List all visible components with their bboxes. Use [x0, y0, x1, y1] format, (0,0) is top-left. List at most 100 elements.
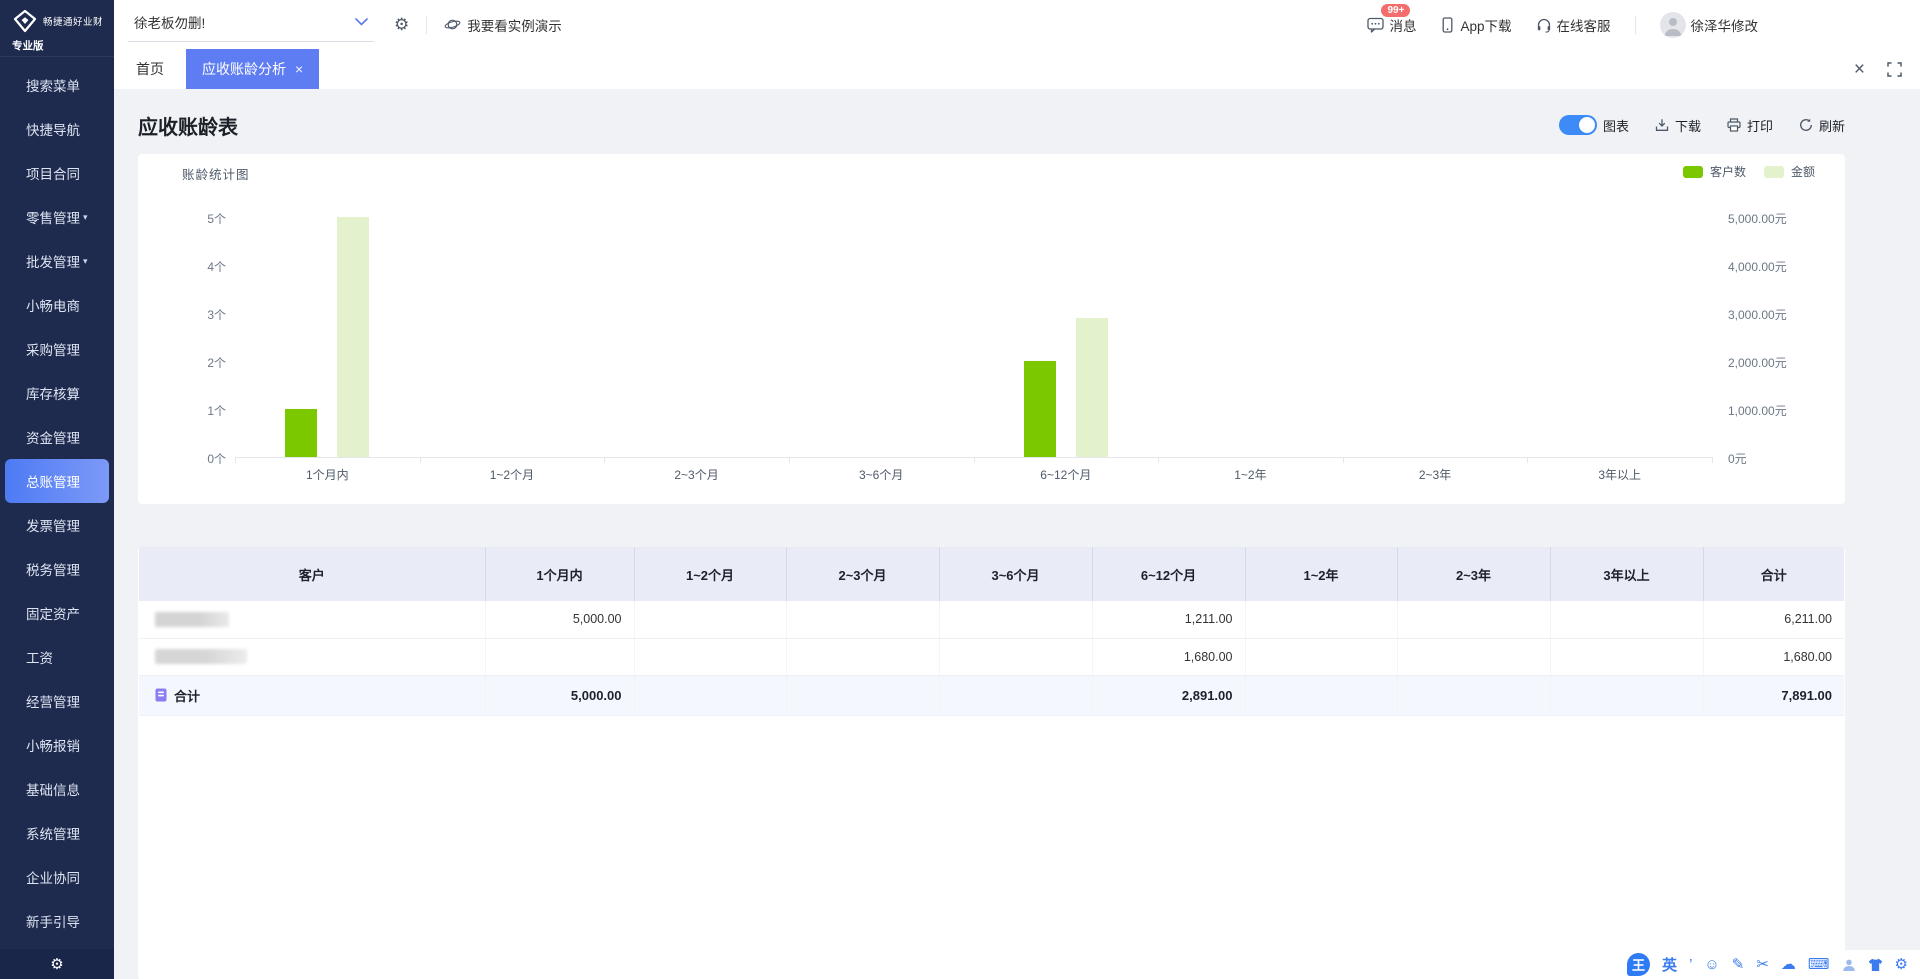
- emoji-icon[interactable]: ☺: [1704, 956, 1720, 973]
- sidebar-item-工资[interactable]: 工资: [0, 635, 114, 679]
- sidebar-item-label: 系统管理: [26, 827, 80, 842]
- sidebar-item-项目合同[interactable]: 项目合同: [0, 151, 114, 195]
- bar-金额-6~12个月[interactable]: [1075, 318, 1108, 457]
- sidebar-item-批发管理[interactable]: 批发管理 ▾: [0, 239, 114, 283]
- chevron-down-icon: ▾: [83, 255, 88, 266]
- download-icon: [1655, 118, 1669, 132]
- keyboard-icon[interactable]: ⌨: [1807, 956, 1830, 973]
- sidebar-item-税务管理[interactable]: 税务管理: [0, 547, 114, 591]
- y-axis-left-tick: 5个: [207, 212, 226, 226]
- online-support-button[interactable]: 在线客服: [1536, 15, 1611, 35]
- bar-金额-1个月内[interactable]: [337, 217, 370, 457]
- ime-settings-gear-icon[interactable]: ⚙: [1894, 956, 1908, 973]
- app-download-button[interactable]: App下载: [1440, 15, 1512, 35]
- topbar: 徐老板勿删! ⚙ 我要看实例演示 消息 99+: [114, 0, 1920, 49]
- total-amount-cell: [1245, 675, 1398, 716]
- amount-cell: [1550, 601, 1704, 639]
- summary-icon: [155, 688, 167, 702]
- user-menu[interactable]: 徐泽华修改: [1659, 11, 1758, 38]
- sidebar-item-label: 基础信息: [26, 783, 80, 798]
- person-icon[interactable]: [1842, 958, 1856, 972]
- amount-cell: [634, 601, 787, 639]
- sidebar-item-基础信息[interactable]: 基础信息: [0, 767, 114, 811]
- pencil-icon[interactable]: ✎: [1731, 956, 1745, 973]
- amount-cell: [1550, 638, 1704, 676]
- y-axis-right-tick: 3,000.00元: [1728, 308, 1787, 322]
- sidebar-item-发票管理[interactable]: 发票管理: [0, 503, 114, 547]
- print-button[interactable]: 打印: [1727, 116, 1773, 135]
- amount-cell: [485, 638, 635, 676]
- tab-首页[interactable]: 首页: [114, 49, 186, 89]
- punctuation-icon[interactable]: ’: [1689, 956, 1693, 973]
- sidebar-item-新手引导[interactable]: 新手引导: [0, 899, 114, 943]
- sidebar-item-企业协同[interactable]: 企业协同: [0, 855, 114, 899]
- bar-客户数-6~12个月[interactable]: [1023, 361, 1056, 457]
- gear-icon[interactable]: ⚙: [394, 15, 410, 34]
- brand-name: 畅捷通好业财: [43, 17, 104, 28]
- message-count-badge: 99+: [1381, 3, 1411, 17]
- tab-close-icon[interactable]: ×: [295, 61, 304, 77]
- cloud-icon[interactable]: ☁: [1780, 956, 1796, 973]
- legend-item-客户数[interactable]: 客户数: [1682, 163, 1746, 180]
- legend-item-金额[interactable]: 金额: [1763, 163, 1815, 180]
- sidebar-item-小畅报销[interactable]: 小畅报销: [0, 723, 114, 767]
- sidebar-item-资金管理[interactable]: 资金管理: [0, 415, 114, 459]
- total-amount-cell: [786, 675, 940, 716]
- scissors-icon[interactable]: ✂: [1756, 956, 1769, 973]
- settings-gear-icon[interactable]: ⚙: [50, 956, 64, 973]
- sidebar-item-label: 总账管理: [26, 475, 80, 490]
- tab-应收账龄分析[interactable]: 应收账龄分析 ×: [186, 49, 320, 89]
- amount-cell: [939, 638, 1093, 676]
- sidebar-item-系统管理[interactable]: 系统管理: [0, 811, 114, 855]
- total-amount-cell: 5,000.00: [485, 675, 635, 716]
- sidebar-item-label: 搜索菜单: [26, 79, 80, 94]
- messages-button[interactable]: 消息 99+: [1367, 3, 1416, 35]
- col-header-客户: 客户: [139, 547, 486, 601]
- sidebar-item-总账管理[interactable]: 总账管理: [5, 459, 109, 503]
- y-axis-right-tick: 0元: [1728, 452, 1747, 466]
- x-axis-tick: [604, 457, 606, 463]
- sidebar-item-固定资产[interactable]: 固定资产: [0, 591, 114, 635]
- sidebar-item-库存核算[interactable]: 库存核算: [0, 371, 114, 415]
- chart-card: 账龄统计图 客户数 金额 5个 4个 3个 2个 1个 0个 5,000.00元 4,000.0…: [138, 154, 1845, 504]
- x-axis-category: 3~6个月: [859, 468, 904, 482]
- content: 应收账龄表 图表 下载: [114, 89, 1920, 979]
- demo-link[interactable]: 我要看实例演示: [444, 15, 562, 35]
- sidebar-item-经营管理[interactable]: 经营管理: [0, 679, 114, 723]
- x-axis-category: 1~2个月: [489, 468, 535, 482]
- sidebar-item-label: 税务管理: [26, 563, 80, 578]
- sidebar-item-搜索菜单[interactable]: 搜索菜单: [0, 63, 114, 107]
- sidebar-item-label: 批发管理: [26, 255, 80, 270]
- ime-language-toggle[interactable]: 英: [1662, 957, 1678, 974]
- refresh-button[interactable]: 刷新: [1799, 116, 1845, 135]
- amount-cell: [1397, 601, 1551, 639]
- x-axis-tick: [788, 457, 790, 463]
- sidebar-item-小畅电商[interactable]: 小畅电商: [0, 283, 114, 327]
- fullscreen-icon[interactable]: [1887, 61, 1902, 77]
- legend-label: 客户数: [1709, 165, 1746, 179]
- close-icon[interactable]: ×: [1853, 58, 1865, 80]
- sidebar-item-label: 小畅电商: [26, 299, 80, 314]
- sidebar-item-label: 资金管理: [26, 431, 80, 446]
- sidebar-item-采购管理[interactable]: 采购管理: [0, 327, 114, 371]
- sidebar-item-label: 库存核算: [26, 387, 80, 402]
- table-row[interactable]: 1,680.00 1,680.00: [139, 638, 1844, 676]
- sidebar-item-零售管理[interactable]: 零售管理 ▾: [0, 195, 114, 239]
- y-axis-left-tick: 1个: [207, 404, 226, 418]
- sidebar-item-label: 零售管理: [26, 211, 80, 226]
- app-download-label: App下载: [1460, 18, 1512, 34]
- total-amount-cell: [634, 675, 787, 716]
- table-row[interactable]: 5,000.00 1,211.00 6,211.00: [139, 601, 1844, 639]
- sidebar-item-快捷导航[interactable]: 快捷导航: [0, 107, 114, 151]
- col-header-6~12个月: 6~12个月: [1092, 547, 1246, 601]
- table-card: 客户 1个月内 1~2个月 2~3个月 3~6个月 6~12个月 1~2年 2~3年 3年以上合…: [138, 547, 1845, 979]
- download-button[interactable]: 下载: [1655, 116, 1701, 135]
- total-amount-cell: [1397, 675, 1551, 716]
- ime-toolbar: 王 英 ’ ☺ ✎ ✂ ☁ ⌨ ⚙: [1622, 950, 1920, 979]
- ime-logo[interactable]: 王: [1627, 953, 1651, 976]
- x-axis-tick: [1342, 457, 1344, 463]
- company-selector[interactable]: 徐老板勿删!: [128, 8, 374, 42]
- bar-客户数-1个月内[interactable]: [285, 409, 318, 457]
- shirt-icon[interactable]: [1868, 958, 1883, 972]
- chart-toggle[interactable]: [1558, 115, 1597, 135]
